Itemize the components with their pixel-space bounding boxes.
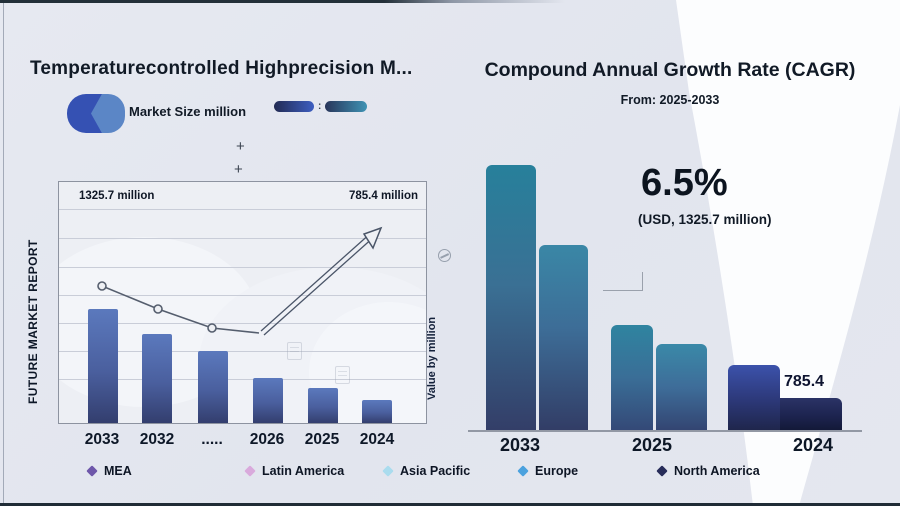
diamond-icon (517, 465, 529, 477)
gridline (59, 379, 426, 380)
legend-label: Europe (535, 464, 579, 478)
bar-2026 (253, 378, 283, 423)
circle-slash-icon (438, 249, 451, 262)
market-size-legend-label: Market Size million (129, 104, 247, 119)
legend-label: Latin America (262, 464, 345, 478)
gridline (59, 209, 426, 210)
x-tick-2026: 2026 (249, 431, 285, 448)
left-panel-title: Temperaturecontrolled Highprecision M... (30, 58, 413, 79)
left-edge-line (3, 3, 4, 503)
right-panel-subtitle: From: 2025-2033 (620, 93, 720, 107)
region-legend: MEA Latin America Asia Pacific Europe No… (0, 464, 900, 482)
legend-item-latin-america: Latin America (244, 464, 345, 478)
x-tick-2024: 2024 (359, 431, 395, 448)
plus-mark-icon: + (236, 138, 245, 155)
legend-label: MEA (104, 464, 132, 478)
legend-label: Asia Pacific (400, 464, 471, 478)
diamond-icon (382, 465, 394, 477)
top-edge-line (0, 0, 565, 3)
legend-item-north-america: North America (656, 464, 760, 478)
x-tick-2033: 2033 (84, 431, 120, 448)
bottom-edge-line (0, 503, 900, 506)
plus-mark-icon: + (234, 161, 243, 178)
bar-2024-secondary (780, 398, 842, 430)
bar-2024-primary (728, 365, 780, 430)
trend-line-with-arrow (97, 226, 383, 336)
gridline (59, 323, 426, 324)
cagr-usd-value: (USD, 1325.7 million) (638, 212, 772, 227)
legend-item-mea: MEA (86, 464, 132, 478)
pill-blue-icon (274, 101, 314, 112)
cagr-chart-bars (486, 165, 842, 430)
bar-2025-primary (611, 325, 653, 430)
bar-2025 (308, 388, 338, 423)
x-tick-ellipsis: ..... (201, 431, 223, 448)
market-size-chart-plot: 1325.7 million 785.4 million (58, 181, 427, 424)
gridline (59, 295, 426, 296)
bar-2024 (362, 400, 392, 423)
bar-2025-secondary (656, 344, 707, 430)
legend-item-asia-pacific: Asia Pacific (382, 464, 471, 478)
legend-item-europe: Europe (517, 464, 579, 478)
x-tick-2033: 2033 (499, 435, 541, 455)
x-tick-2024: 2024 (792, 435, 834, 455)
step-bracket-line (603, 272, 643, 291)
gridline (59, 238, 426, 239)
diamond-icon (244, 465, 256, 477)
diamond-icon (656, 465, 668, 477)
pill-teal-icon (325, 101, 368, 112)
x-tick-2032: 2032 (139, 431, 175, 448)
pill-separator: : (318, 101, 322, 112)
document-icon (287, 342, 302, 360)
x-tick-2025: 2025 (304, 431, 340, 448)
bar-ellipsis-year (198, 351, 228, 423)
bar-2033-secondary (539, 245, 588, 430)
bar-2033-primary (486, 165, 536, 430)
diamond-icon (86, 465, 98, 477)
bar-annotation-785: 785.4 (784, 373, 825, 390)
value-annotation-2024: 785.4 million (348, 190, 418, 202)
brand-logo-icon (67, 94, 125, 133)
bar-2033 (88, 309, 118, 423)
gridline (59, 351, 426, 352)
ratio-pills: : (274, 101, 368, 112)
value-annotation-2033: 1325.7 million (79, 190, 155, 202)
bar-2032 (142, 334, 172, 423)
gridline (59, 267, 426, 268)
legend-label: North America (674, 464, 760, 478)
document-icon (335, 366, 350, 384)
x-tick-2025: 2025 (631, 435, 673, 455)
right-panel-title: Compound Annual Growth Rate (CAGR) (484, 59, 856, 81)
cagr-percentage: 6.5% (641, 162, 728, 204)
cagr-chart-baseline (468, 430, 862, 432)
